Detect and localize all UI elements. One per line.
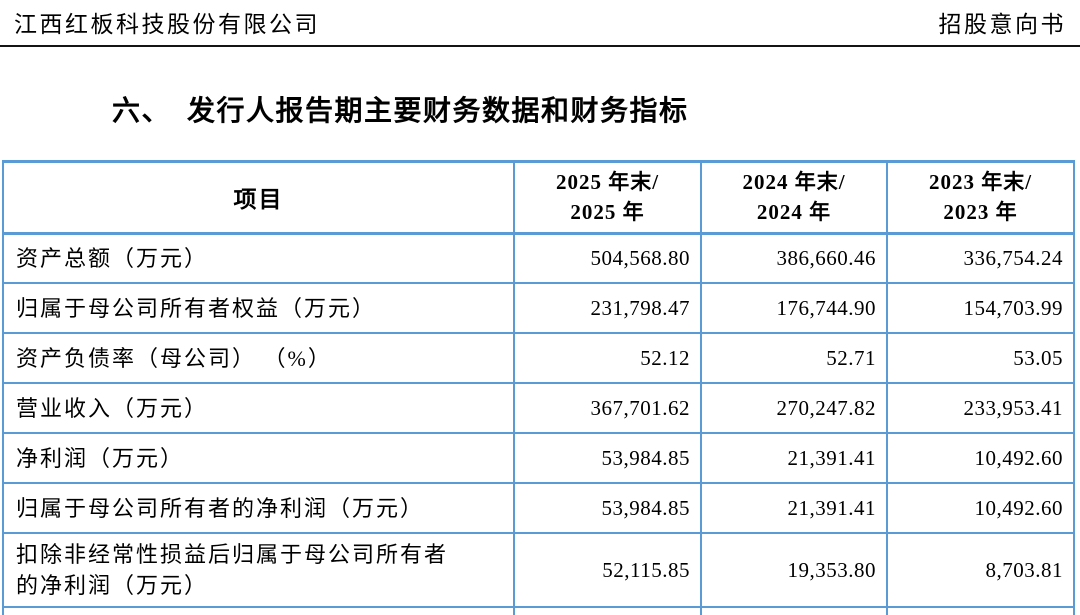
row-value-2025: 231,798.47 <box>513 282 702 335</box>
row-item-label: 营业收入（万元） <box>2 382 515 435</box>
row-value-2023: 154,703.99 <box>886 282 1075 335</box>
company-name: 江西红板科技股份有限公司 <box>14 12 320 37</box>
column-header-2023: 2023 年末/ 2023 年 <box>886 159 1075 235</box>
row-value-2023: 10,492.60 <box>886 482 1075 535</box>
table-header-row: 项目 2025 年末/ 2025 年 2024 年末/ 2024 年 2023 … <box>2 159 1075 235</box>
row-value-2025: 53,984.85 <box>513 482 702 535</box>
table-row-operating-revenue: 营业收入（万元） 367,701.62 270,247.82 233,953.4… <box>2 382 1075 435</box>
header-divider-rule <box>0 44 1080 47</box>
column-header-2025-line2: 2025 年 <box>570 200 645 225</box>
row-value-2024: 21,391.41 <box>700 432 888 485</box>
row-item-label <box>2 606 515 615</box>
row-value-2025: 504,568.80 <box>513 232 702 285</box>
column-header-2023-line1: 2023 年末/ <box>928 170 1033 195</box>
column-header-2024-line1: 2024 年末/ <box>742 170 846 195</box>
column-header-item: 项目 <box>2 159 515 235</box>
section-title-text: 发行人报告期主要财务数据和财务指标 <box>187 94 689 126</box>
row-value-2024: 21,391.41 <box>700 482 888 535</box>
table-row-total-assets: 资产总额（万元） 504,568.80 386,660.46 336,754.2… <box>2 232 1075 285</box>
column-header-2025-line1: 2025 年末/ <box>555 170 660 195</box>
row-value-2024: 386,660.46 <box>700 232 888 285</box>
row-value-2025: 53,984.85 <box>513 432 702 485</box>
table-row-parent-equity: 归属于母公司所有者权益（万元） 231,798.47 176,744.90 15… <box>2 282 1075 335</box>
page-running-header: 江西红板科技股份有限公司 招股意向书 <box>0 0 1080 40</box>
row-item-label: 净利润（万元） <box>2 432 515 485</box>
doc-type-label: 招股意向书 <box>938 12 1066 37</box>
table-row-debt-ratio: 资产负债率（母公司） （%） 52.12 52.71 53.05 <box>2 332 1075 385</box>
table-header: 项目 2025 年末/ 2025 年 2024 年末/ 2024 年 2023 … <box>2 159 1075 235</box>
row-value-2024: 52.71 <box>700 332 888 385</box>
row-value-2023: 336,754.24 <box>886 232 1075 285</box>
row-value-2024: 176,744.90 <box>700 282 888 335</box>
row-value-2024: 270,247.82 <box>700 382 888 435</box>
row-item-label: 资产负债率（母公司） （%） <box>2 332 515 385</box>
column-header-2023-line2: 2023 年 <box>943 200 1018 225</box>
table-body: 资产总额（万元） 504,568.80 386,660.46 336,754.2… <box>2 232 1075 615</box>
column-header-2025: 2025 年末/ 2025 年 <box>513 159 702 235</box>
row-value-2023: 8,703.81 <box>886 532 1075 609</box>
table-row-non-recurring-net-profit: 扣除非经常性损益后归属于母公司所有者的净利润（万元） 52,115.85 19,… <box>2 532 1075 609</box>
row-value-2023: 233,953.41 <box>886 382 1075 435</box>
row-item-label: 扣除非经常性损益后归属于母公司所有者的净利润（万元） <box>2 532 515 609</box>
section-number: 六、 <box>112 94 172 126</box>
row-value-2025: 367,701.62 <box>513 382 702 435</box>
section-title: 六、 发行人报告期主要财务数据和财务指标 <box>112 89 1080 129</box>
row-value-2024: 19,353.80 <box>700 532 888 609</box>
row-item-label: 归属于母公司所有者权益（万元） <box>2 282 515 335</box>
financial-data-table: 项目 2025 年末/ 2025 年 2024 年末/ 2024 年 2023 … <box>2 159 1075 615</box>
row-item-label: 归属于母公司所有者的净利润（万元） <box>2 482 515 535</box>
row-value-2025: 52,115.85 <box>513 532 702 609</box>
row-item-label: 资产总额（万元） <box>2 232 515 285</box>
table-row-parent-net-profit: 归属于母公司所有者的净利润（万元） 53,984.85 21,391.41 10… <box>2 482 1075 535</box>
column-header-2024: 2024 年末/ 2024 年 <box>700 159 888 235</box>
row-value-2025: 52.12 <box>513 332 702 385</box>
row-value-2023: 10,492.60 <box>886 432 1075 485</box>
row-value-2023: 53.05 <box>886 332 1075 385</box>
table-row-net-profit: 净利润（万元） 53,984.85 21,391.41 10,492.60 <box>2 432 1075 485</box>
table-row-clipped <box>2 606 1075 615</box>
column-header-2024-line2: 2024 年 <box>756 200 832 225</box>
